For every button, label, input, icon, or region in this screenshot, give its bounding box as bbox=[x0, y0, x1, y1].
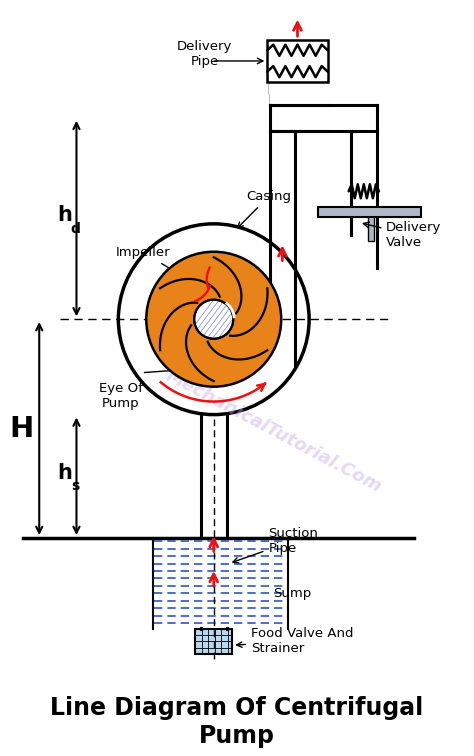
Text: H: H bbox=[9, 414, 34, 442]
Bar bbox=[319, 207, 421, 217]
Text: h: h bbox=[57, 463, 72, 482]
Text: Sump: Sump bbox=[273, 587, 311, 600]
Text: Delivery
Pipe: Delivery Pipe bbox=[177, 40, 232, 68]
Bar bbox=[368, 212, 374, 240]
Circle shape bbox=[146, 252, 281, 386]
Text: Line Diagram Of Centrifugal
Pump: Line Diagram Of Centrifugal Pump bbox=[50, 696, 424, 748]
Text: Food Valve And
Strainer: Food Valve And Strainer bbox=[237, 627, 354, 655]
Text: Suction
Pipe: Suction Pipe bbox=[233, 527, 318, 562]
Text: Delivery
Valve: Delivery Valve bbox=[386, 222, 441, 249]
Text: Casing: Casing bbox=[238, 190, 292, 228]
Text: MechanicalTutorial.Com: MechanicalTutorial.Com bbox=[163, 366, 385, 496]
Bar bbox=[267, 40, 328, 82]
Text: h: h bbox=[57, 205, 72, 225]
Text: d: d bbox=[71, 222, 81, 236]
Text: Impeller: Impeller bbox=[116, 246, 177, 273]
Circle shape bbox=[194, 299, 233, 339]
Text: s: s bbox=[72, 479, 80, 494]
Bar bbox=[195, 629, 232, 654]
Text: Eye Of
Pump: Eye Of Pump bbox=[99, 382, 143, 410]
